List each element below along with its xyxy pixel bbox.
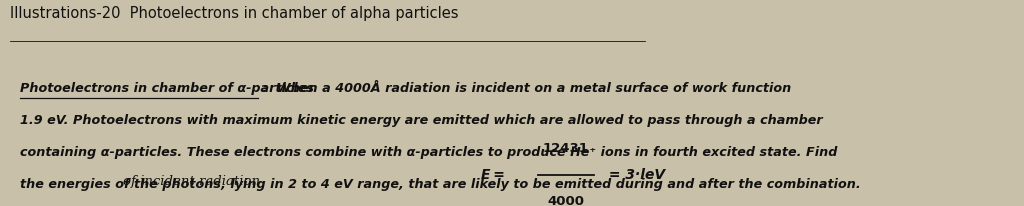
Text: 1.9 eV. Photoelectrons with maximum kinetic energy are emitted which are allowed: 1.9 eV. Photoelectrons with maximum kine…: [20, 114, 823, 127]
Text: :  When a 4000Å radiation is incident on a metal surface of work function: : When a 4000Å radiation is incident on …: [258, 82, 792, 95]
Text: Illustrations-20  Photoelectrons in chamber of alpha particles: Illustrations-20 Photoelectrons in chamb…: [10, 6, 459, 21]
Text: Photoelectrons in chamber of α-particles: Photoelectrons in chamber of α-particles: [20, 82, 314, 95]
Text: containing α-particles. These electrons combine with α-particles to produce He⁺ : containing α-particles. These electrons …: [20, 146, 838, 159]
Text: of incident radiation: of incident radiation: [123, 175, 260, 188]
Text: 12431: 12431: [543, 142, 589, 155]
Text: the energies of the photons, lying in 2 to 4 eV range, that are likely to be emi: the energies of the photons, lying in 2 …: [20, 178, 861, 191]
Text: 4000: 4000: [547, 195, 585, 206]
Text: = 3·leV: = 3·leV: [604, 168, 666, 182]
Text: E =: E =: [481, 168, 505, 182]
